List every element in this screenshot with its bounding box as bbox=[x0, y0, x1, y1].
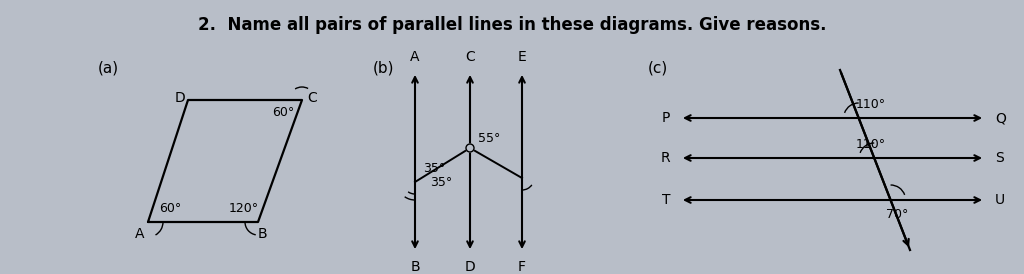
Text: (b): (b) bbox=[373, 61, 394, 76]
Text: 2.  Name all pairs of parallel lines in these diagrams. Give reasons.: 2. Name all pairs of parallel lines in t… bbox=[198, 16, 826, 34]
Text: A: A bbox=[135, 227, 144, 241]
Text: U: U bbox=[995, 193, 1006, 207]
Text: 70°: 70° bbox=[886, 209, 908, 221]
Text: (c): (c) bbox=[648, 61, 668, 76]
Text: S: S bbox=[995, 151, 1004, 165]
Text: D: D bbox=[465, 260, 475, 274]
Text: 35°: 35° bbox=[423, 161, 445, 175]
Text: E: E bbox=[517, 50, 526, 64]
Text: 35°: 35° bbox=[430, 176, 453, 190]
Text: Q: Q bbox=[995, 111, 1006, 125]
Text: C: C bbox=[465, 50, 475, 64]
Circle shape bbox=[466, 144, 474, 152]
Text: B: B bbox=[257, 227, 267, 241]
Text: C: C bbox=[307, 91, 316, 105]
Text: D: D bbox=[175, 91, 185, 105]
Text: (a): (a) bbox=[97, 61, 119, 76]
Text: A: A bbox=[411, 50, 420, 64]
Text: 120°: 120° bbox=[229, 201, 259, 215]
Text: 60°: 60° bbox=[159, 201, 181, 215]
Text: R: R bbox=[660, 151, 670, 165]
Text: T: T bbox=[662, 193, 670, 207]
Text: 110°: 110° bbox=[856, 138, 886, 152]
Text: F: F bbox=[518, 260, 526, 274]
Text: 110°: 110° bbox=[856, 98, 886, 110]
Text: B: B bbox=[411, 260, 420, 274]
Text: P: P bbox=[662, 111, 670, 125]
Text: 55°: 55° bbox=[478, 132, 501, 144]
Text: 60°: 60° bbox=[272, 107, 294, 119]
